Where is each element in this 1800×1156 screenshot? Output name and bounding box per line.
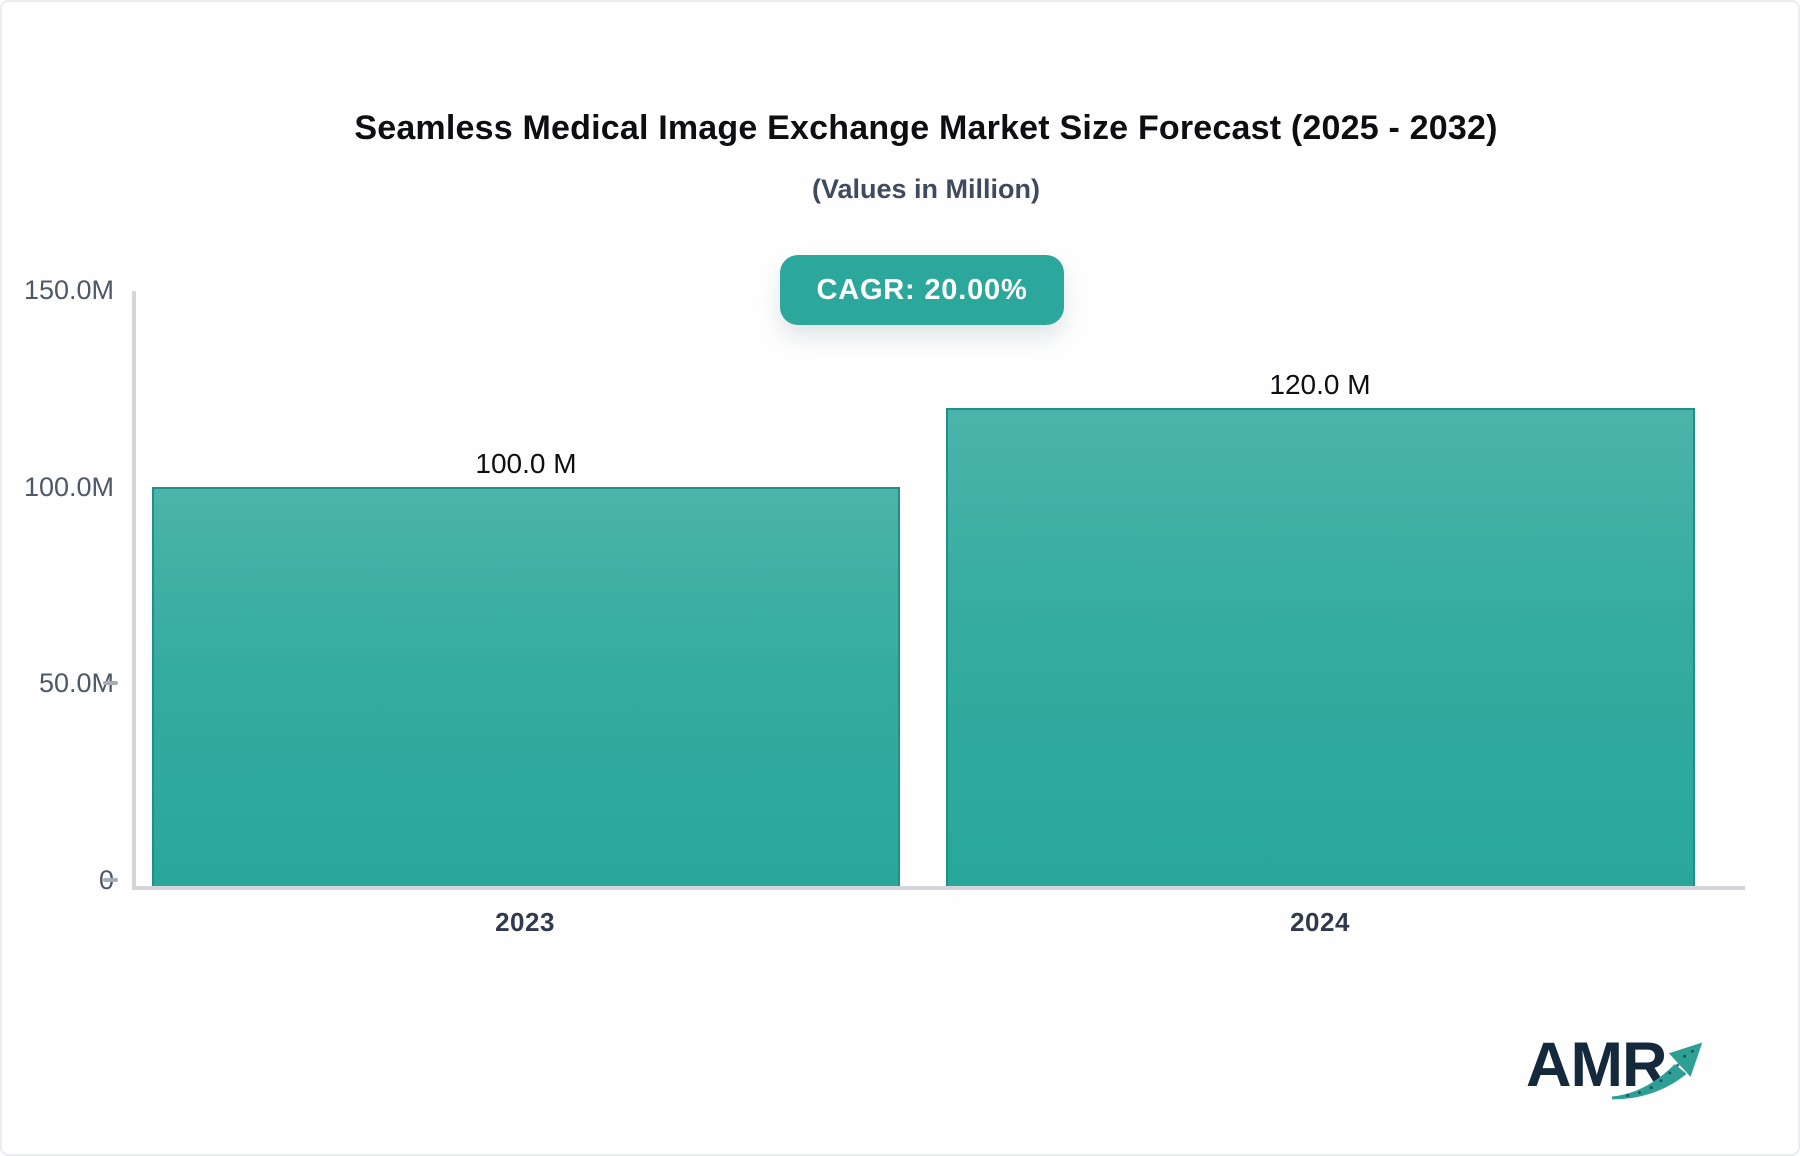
- y-axis-tick-label: 150.0M: [23, 275, 114, 305]
- x-axis-baseline: [132, 886, 1745, 890]
- chart-subtitle: (Values in Million): [811, 174, 1041, 204]
- bar-2023: [152, 487, 900, 886]
- x-axis-label-2023: 2023: [495, 907, 555, 937]
- y-axis-tick-label: 100.0M: [23, 472, 114, 502]
- y-axis-tick-label: 50.0M: [38, 668, 114, 698]
- amr-logo: AMR: [1526, 1030, 1736, 1114]
- y-axis-line: [132, 291, 136, 890]
- trend-up-arrow-icon: [1611, 1042, 1703, 1100]
- bar-2024: [946, 408, 1695, 886]
- y-axis-tick-label: 0: [2, 864, 114, 896]
- page-title: Seamless Medical Image Exchange Market S…: [354, 109, 1498, 147]
- x-axis-label-2024: 2024: [1290, 907, 1350, 937]
- cagr-badge-label: CAGR: 20.00%: [816, 273, 1028, 306]
- y-axis-tick-mark: [103, 681, 118, 685]
- cagr-badge: CAGR: 20.00%: [780, 255, 1064, 325]
- bar-value-label: 100.0 M: [475, 448, 577, 479]
- bar-value-label: 120.0 M: [1269, 369, 1371, 400]
- y-axis-tick-mark: [103, 878, 118, 882]
